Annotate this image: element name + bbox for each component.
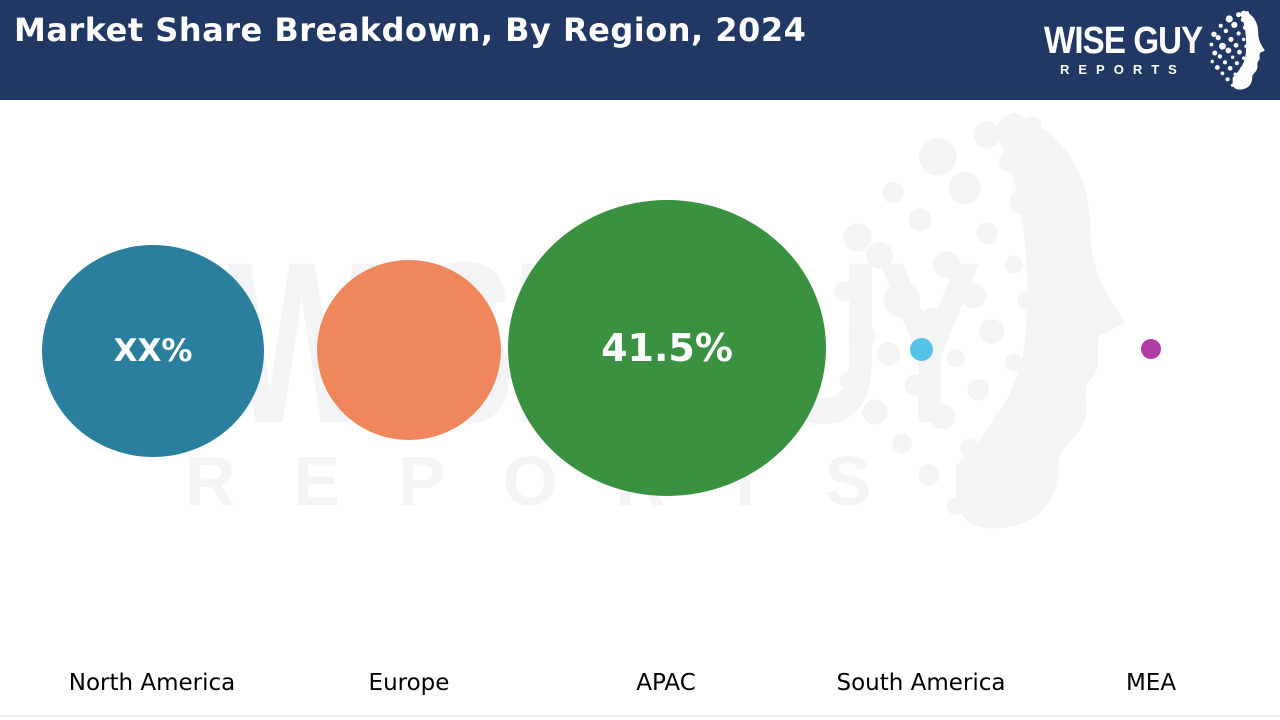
- bubble-north-america[interactable]: XX%: [42, 245, 264, 457]
- page-title: Market Share Breakdown, By Region, 2024: [14, 11, 807, 49]
- bubble-apac[interactable]: 41.5%: [508, 200, 826, 496]
- bubble-mea[interactable]: [1141, 339, 1161, 359]
- bubble-value-label: 41.5%: [601, 326, 733, 370]
- header-bar: Market Share Breakdown, By Region, 2024 …: [0, 0, 1280, 100]
- logo-subtext: REPORTS: [1060, 62, 1186, 77]
- bubble-value-label: XX%: [113, 333, 193, 369]
- category-label-north-america: North America: [68, 670, 236, 696]
- logo-wordmark: WISE GUY: [1044, 20, 1203, 62]
- category-label-south-america: South America: [836, 670, 1006, 696]
- bubble-europe[interactable]: [317, 260, 501, 440]
- category-label-apac: APAC: [636, 670, 696, 696]
- category-label-mea: MEA: [1125, 670, 1177, 696]
- bottom-divider: [0, 715, 1280, 717]
- wiseguy-logo: WISE GUY REPORTS: [1038, 6, 1276, 96]
- category-label-europe: Europe: [368, 670, 450, 696]
- logo-dotted-head-icon: [1208, 8, 1276, 98]
